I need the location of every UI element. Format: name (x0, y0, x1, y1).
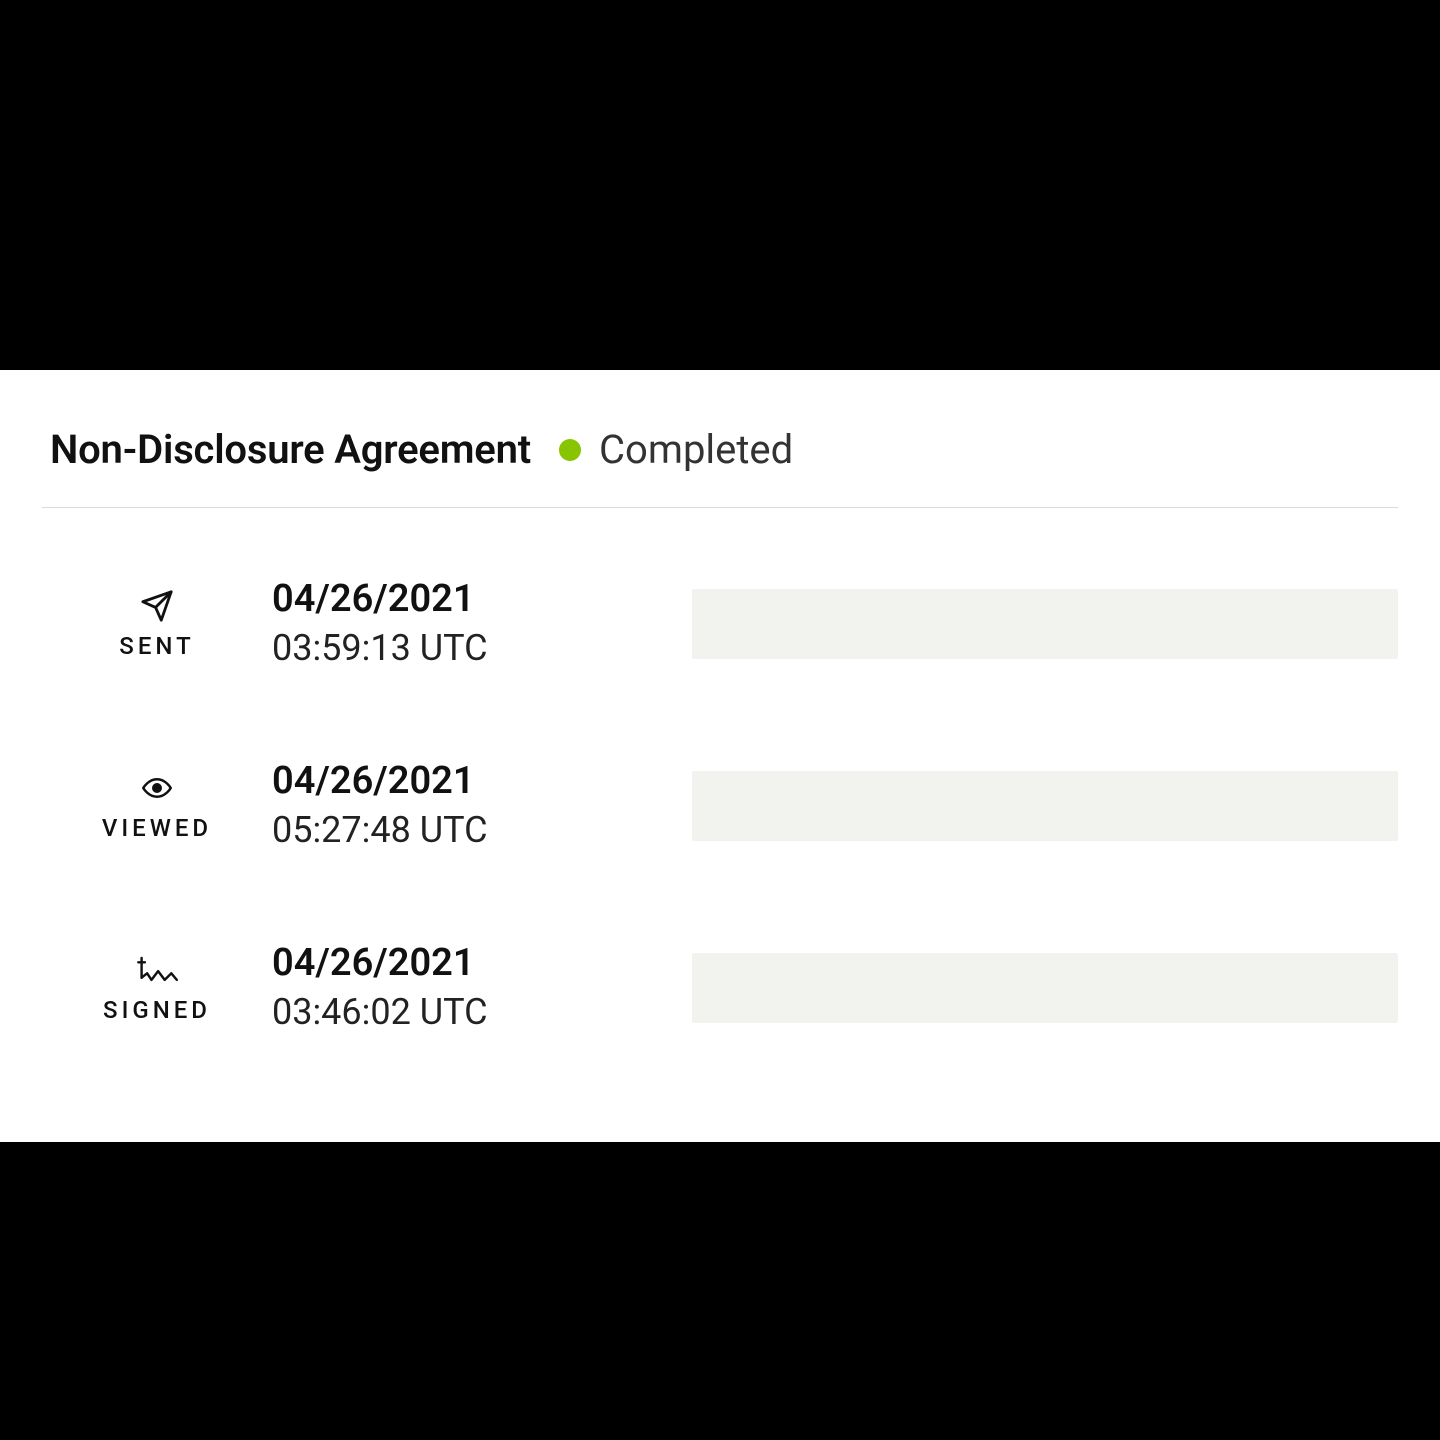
card-header: Non-Disclosure Agreement Completed (0, 370, 1440, 507)
document-status-card: Non-Disclosure Agreement Completed SENT (0, 370, 1440, 1142)
stage: Non-Disclosure Agreement Completed SENT (0, 370, 1440, 1142)
event-label: SENT (119, 632, 194, 660)
redacted-placeholder (692, 589, 1398, 659)
document-title: Non-Disclosure Agreement (50, 426, 531, 473)
event-time-col: 04/26/2021 05:27:48 UTC (272, 758, 692, 854)
send-icon (135, 588, 179, 624)
event-time-col: 04/26/2021 03:46:02 UTC (272, 940, 692, 1036)
event-label-col: SIGNED (42, 952, 272, 1024)
event-label-col: SENT (42, 588, 272, 660)
event-label: VIEWED (102, 814, 212, 842)
event-date: 04/26/2021 (272, 758, 692, 806)
event-time: 03:46:02 UTC (272, 988, 692, 1037)
event-detail-col (692, 953, 1398, 1023)
status-badge: Completed (559, 426, 793, 473)
event-rows: SENT 04/26/2021 03:59:13 UTC (0, 508, 1440, 1096)
status-text: Completed (599, 426, 793, 473)
event-time: 05:27:48 UTC (272, 806, 692, 855)
event-row-viewed: VIEWED 04/26/2021 05:27:48 UTC (42, 758, 1398, 854)
event-time-col: 04/26/2021 03:59:13 UTC (272, 576, 692, 672)
status-dot-icon (559, 439, 581, 461)
redacted-placeholder (692, 771, 1398, 841)
event-date: 04/26/2021 (272, 576, 692, 624)
event-detail-col (692, 771, 1398, 841)
event-row-sent: SENT 04/26/2021 03:59:13 UTC (42, 576, 1398, 672)
redacted-placeholder (692, 953, 1398, 1023)
event-date: 04/26/2021 (272, 940, 692, 988)
event-label-col: VIEWED (42, 770, 272, 842)
event-label: SIGNED (103, 996, 211, 1024)
eye-icon (135, 770, 179, 806)
event-row-signed: SIGNED 04/26/2021 03:46:02 UTC (42, 940, 1398, 1036)
event-time: 03:59:13 UTC (272, 624, 692, 673)
sign-icon (135, 952, 179, 988)
event-detail-col (692, 589, 1398, 659)
